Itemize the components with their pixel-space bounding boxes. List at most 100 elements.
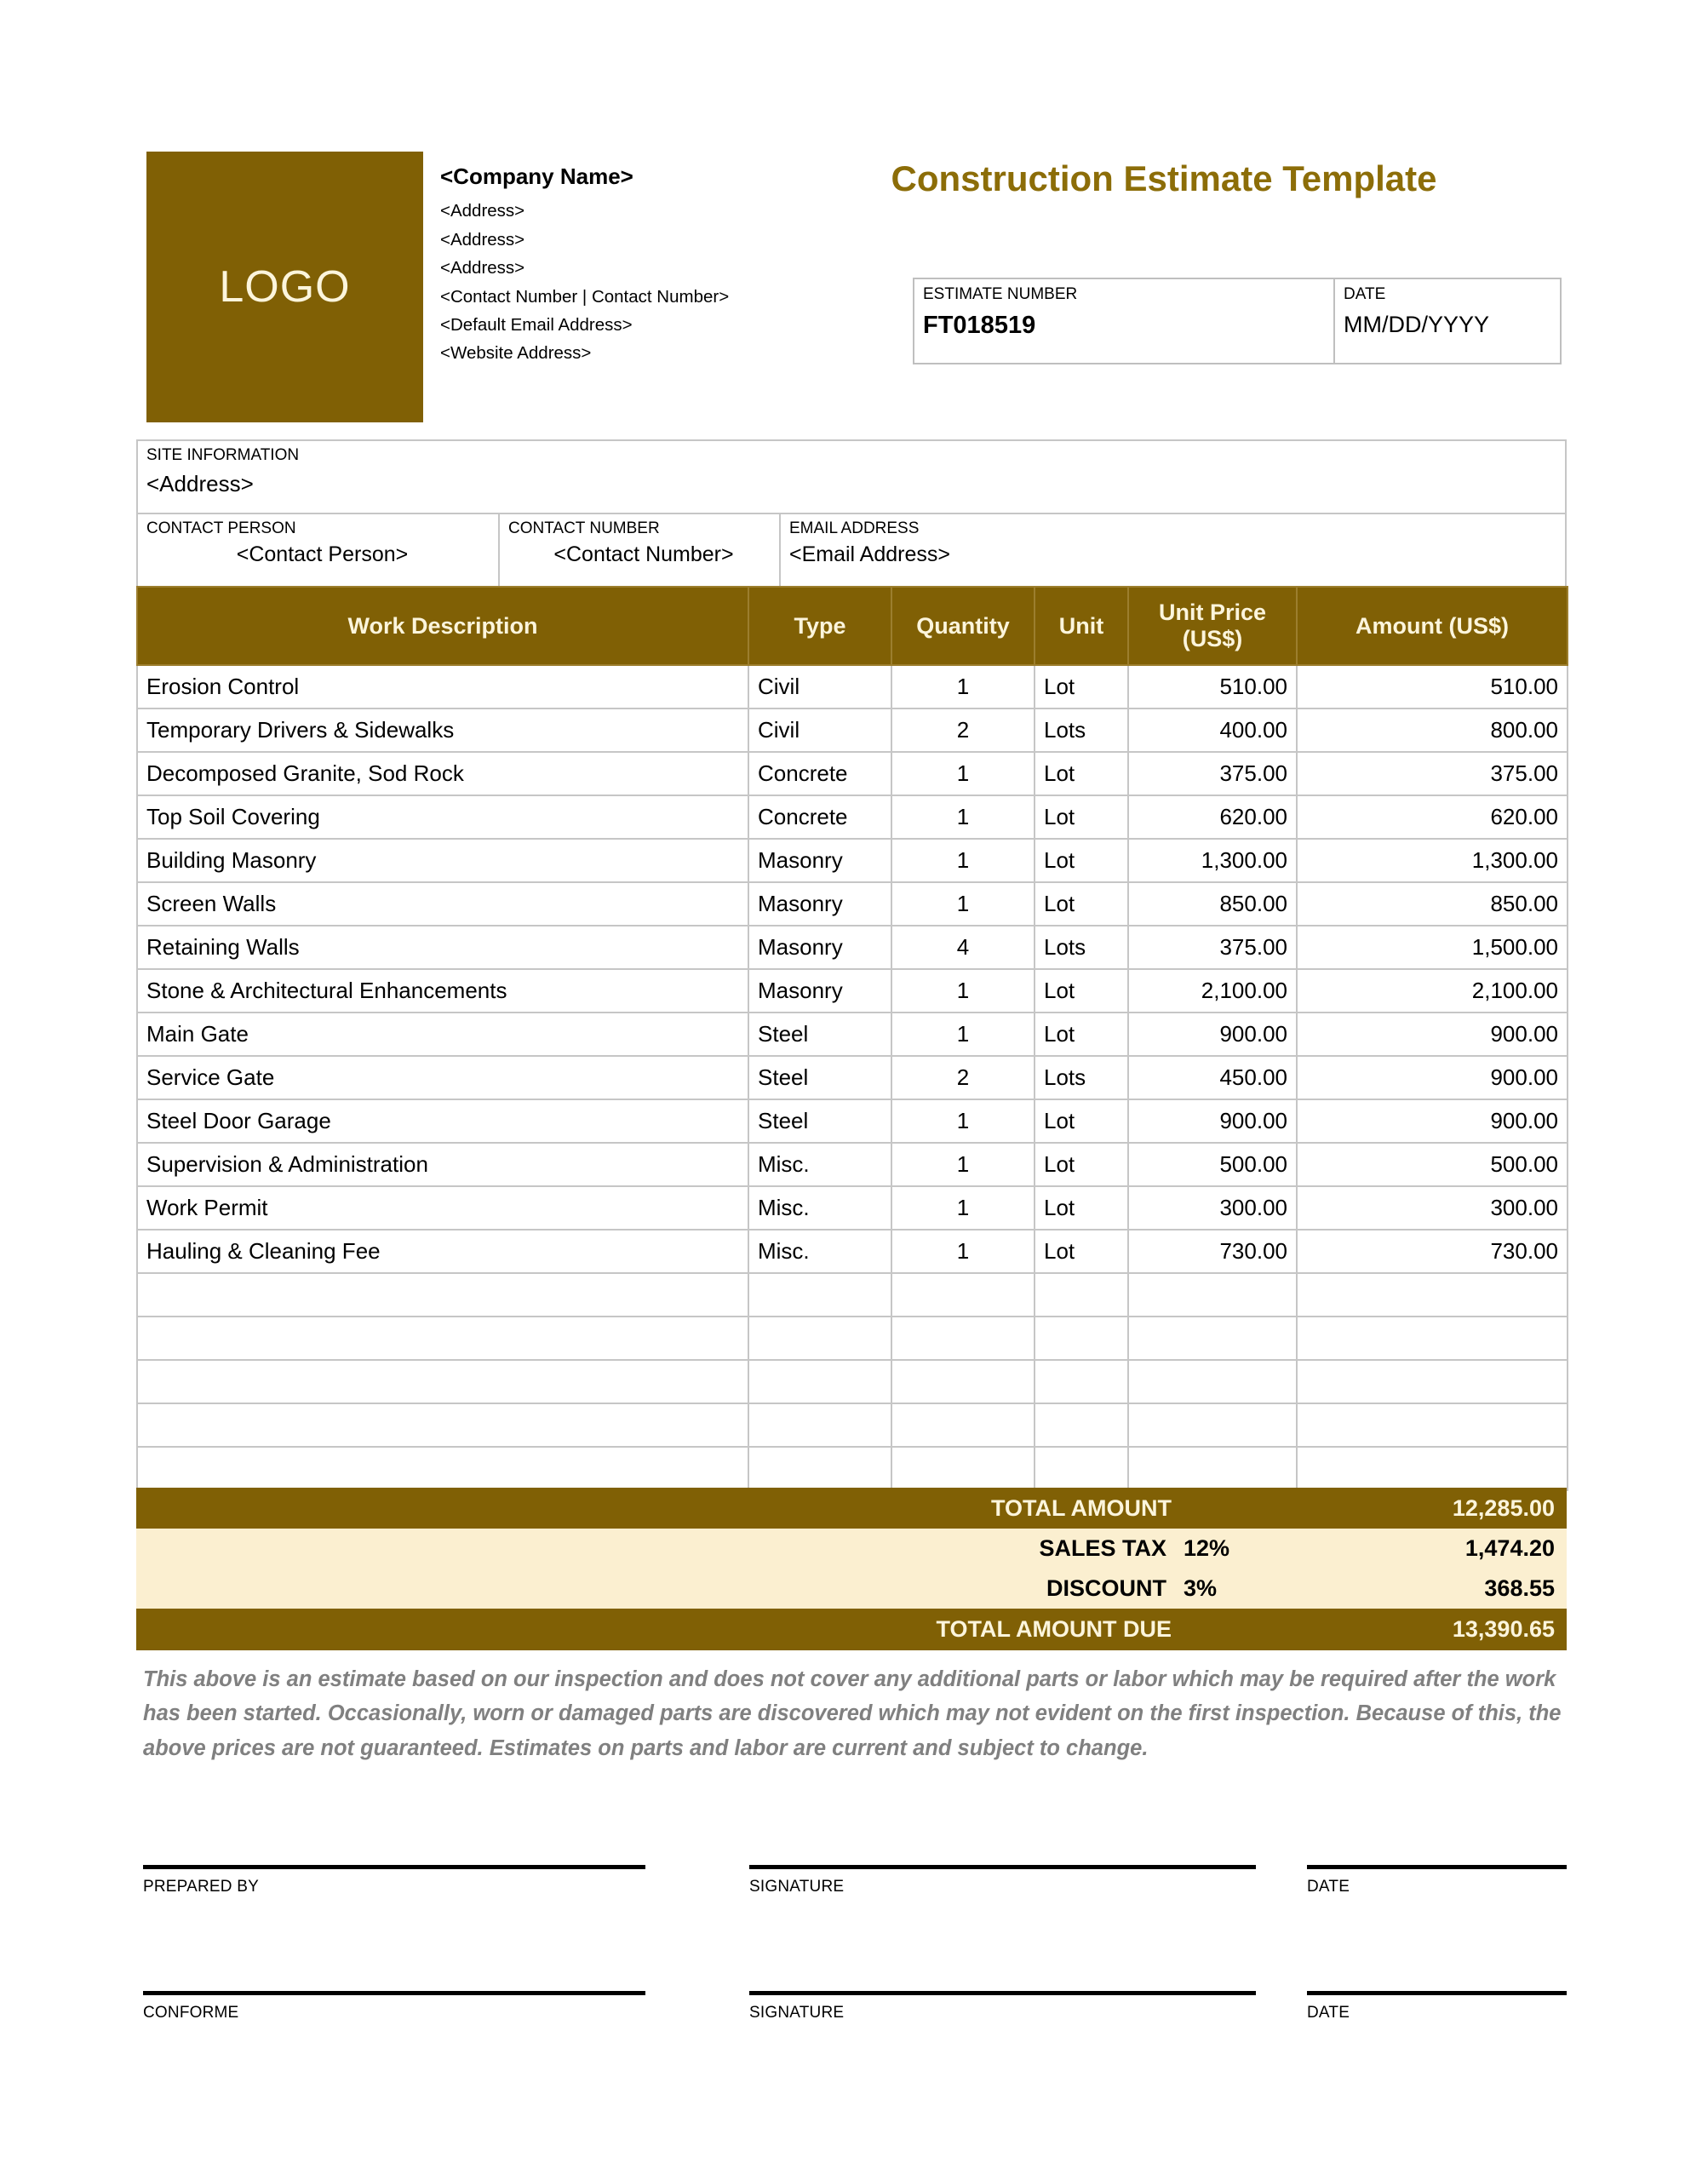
sales-tax-rate[interactable]: 12% [1184, 1535, 1230, 1561]
table-row[interactable]: Erosion Control Civil 1 Lot 510.00 510.00 [136, 664, 1568, 709]
cell-quantity[interactable] [891, 1403, 1035, 1448]
date-field-2[interactable]: DATE [1307, 1991, 1567, 2022]
cell-quantity[interactable]: 2 [891, 1055, 1035, 1100]
cell-unit[interactable]: Lot [1034, 1229, 1129, 1274]
cell-amount[interactable]: 620.00 [1296, 795, 1568, 840]
cell-description[interactable]: Hauling & Cleaning Fee [136, 1229, 749, 1274]
cell-description[interactable] [136, 1446, 749, 1491]
table-row-blank[interactable] [136, 1446, 1568, 1491]
cell-amount[interactable]: 900.00 [1296, 1012, 1568, 1057]
sales-tax-row[interactable]: SALES TAX 12% 1,474.20 [136, 1529, 1567, 1569]
cell-amount[interactable]: 300.00 [1296, 1185, 1568, 1231]
site-address-row[interactable]: SITE INFORMATION <Address> [138, 441, 1565, 514]
table-row-blank[interactable] [136, 1359, 1568, 1404]
table-row[interactable]: Main Gate Steel 1 Lot 900.00 900.00 [136, 1012, 1568, 1057]
cell-quantity[interactable]: 1 [891, 664, 1035, 709]
cell-amount[interactable]: 900.00 [1296, 1099, 1568, 1144]
cell-unit[interactable]: Lot [1034, 1142, 1129, 1187]
cell-unit[interactable]: Lot [1034, 1012, 1129, 1057]
cell-unit-price[interactable]: 900.00 [1127, 1099, 1298, 1144]
cell-unit[interactable]: Lots [1034, 1055, 1129, 1100]
cell-amount[interactable]: 510.00 [1296, 664, 1568, 709]
cell-description[interactable]: Work Permit [136, 1185, 749, 1231]
cell-description[interactable] [136, 1316, 749, 1361]
cell-unit-price[interactable]: 500.00 [1127, 1142, 1298, 1187]
cell-type[interactable]: Masonry [748, 968, 892, 1013]
cell-description[interactable]: Stone & Architectural Enhancements [136, 968, 749, 1013]
cell-unit-price[interactable]: 510.00 [1127, 664, 1298, 709]
cell-unit-price[interactable]: 900.00 [1127, 1012, 1298, 1057]
cell-quantity[interactable]: 1 [891, 968, 1035, 1013]
table-row[interactable]: Work Permit Misc. 1 Lot 300.00 300.00 [136, 1185, 1568, 1231]
date-field-1[interactable]: DATE [1307, 1865, 1567, 1896]
cell-quantity[interactable]: 1 [891, 881, 1035, 926]
cell-quantity[interactable] [891, 1316, 1035, 1361]
cell-unit-price[interactable]: 375.00 [1127, 925, 1298, 970]
cell-quantity[interactable]: 2 [891, 708, 1035, 753]
email-address-cell[interactable]: EMAIL ADDRESS <Email Address> [781, 514, 1565, 586]
cell-unit-price[interactable]: 620.00 [1127, 795, 1298, 840]
cell-unit-price[interactable] [1127, 1403, 1298, 1448]
cell-description[interactable]: Temporary Drivers & Sidewalks [136, 708, 749, 753]
cell-unit[interactable]: Lot [1034, 881, 1129, 926]
cell-type[interactable] [748, 1446, 892, 1491]
cell-quantity[interactable]: 1 [891, 1185, 1035, 1231]
cell-quantity[interactable] [891, 1272, 1035, 1317]
cell-quantity[interactable]: 1 [891, 838, 1035, 883]
cell-type[interactable] [748, 1403, 892, 1448]
table-row-blank[interactable] [136, 1403, 1568, 1448]
cell-unit-price[interactable]: 850.00 [1127, 881, 1298, 926]
table-row[interactable]: Service Gate Steel 2 Lots 450.00 900.00 [136, 1055, 1568, 1100]
cell-description[interactable]: Steel Door Garage [136, 1099, 749, 1144]
cell-unit-price[interactable] [1127, 1446, 1298, 1491]
cell-type[interactable]: Misc. [748, 1229, 892, 1274]
cell-unit-price[interactable]: 300.00 [1127, 1185, 1298, 1231]
table-row[interactable]: Steel Door Garage Steel 1 Lot 900.00 900.00 [136, 1099, 1568, 1144]
cell-type[interactable]: Masonry [748, 881, 892, 926]
cell-unit[interactable] [1034, 1316, 1129, 1361]
cell-unit-price[interactable]: 2,100.00 [1127, 968, 1298, 1013]
table-row[interactable]: Screen Walls Masonry 1 Lot 850.00 850.00 [136, 881, 1568, 926]
cell-unit-price[interactable]: 450.00 [1127, 1055, 1298, 1100]
cell-amount[interactable]: 800.00 [1296, 708, 1568, 753]
cell-type[interactable]: Misc. [748, 1142, 892, 1187]
discount-rate[interactable]: 3% [1184, 1575, 1218, 1601]
cell-unit[interactable] [1034, 1359, 1129, 1404]
cell-unit[interactable]: Lots [1034, 925, 1129, 970]
cell-description[interactable] [136, 1272, 749, 1317]
cell-unit[interactable] [1034, 1272, 1129, 1317]
cell-unit[interactable]: Lot [1034, 664, 1129, 709]
cell-quantity[interactable] [891, 1359, 1035, 1404]
estimate-date-cell[interactable]: DATE MM/DD/YYYY [1335, 279, 1559, 363]
contact-number-cell[interactable]: CONTACT NUMBER <Contact Number> [500, 514, 781, 586]
cell-amount[interactable]: 375.00 [1296, 751, 1568, 796]
cell-unit-price[interactable]: 1,300.00 [1127, 838, 1298, 883]
prepared-by-field[interactable]: PREPARED BY [143, 1865, 645, 1896]
cell-amount[interactable] [1296, 1403, 1568, 1448]
cell-amount[interactable]: 2,100.00 [1296, 968, 1568, 1013]
table-row[interactable]: Supervision & Administration Misc. 1 Lot 500… [136, 1142, 1568, 1187]
cell-description[interactable]: Screen Walls [136, 881, 749, 926]
cell-amount[interactable]: 500.00 [1296, 1142, 1568, 1187]
discount-row[interactable]: DISCOUNT 3% 368.55 [136, 1569, 1567, 1609]
cell-description[interactable]: Erosion Control [136, 664, 749, 709]
cell-amount[interactable] [1296, 1359, 1568, 1404]
cell-unit-price[interactable] [1127, 1272, 1298, 1317]
cell-description[interactable] [136, 1359, 749, 1404]
cell-quantity[interactable]: 1 [891, 795, 1035, 840]
cell-unit[interactable] [1034, 1446, 1129, 1491]
conforme-field[interactable]: CONFORME [143, 1991, 645, 2022]
cell-type[interactable]: Masonry [748, 838, 892, 883]
cell-unit[interactable]: Lot [1034, 838, 1129, 883]
cell-unit-price[interactable]: 375.00 [1127, 751, 1298, 796]
cell-unit-price[interactable]: 730.00 [1127, 1229, 1298, 1274]
table-row[interactable]: Hauling & Cleaning Fee Misc. 1 Lot 730.00 730… [136, 1229, 1568, 1274]
cell-quantity[interactable]: 1 [891, 1229, 1035, 1274]
cell-description[interactable] [136, 1403, 749, 1448]
cell-quantity[interactable] [891, 1446, 1035, 1491]
table-row-blank[interactable] [136, 1316, 1568, 1361]
cell-unit[interactable]: Lot [1034, 795, 1129, 840]
logo-placeholder[interactable]: LOGO [146, 152, 423, 422]
cell-description[interactable]: Top Soil Covering [136, 795, 749, 840]
cell-description[interactable]: Decomposed Granite, Sod Rock [136, 751, 749, 796]
